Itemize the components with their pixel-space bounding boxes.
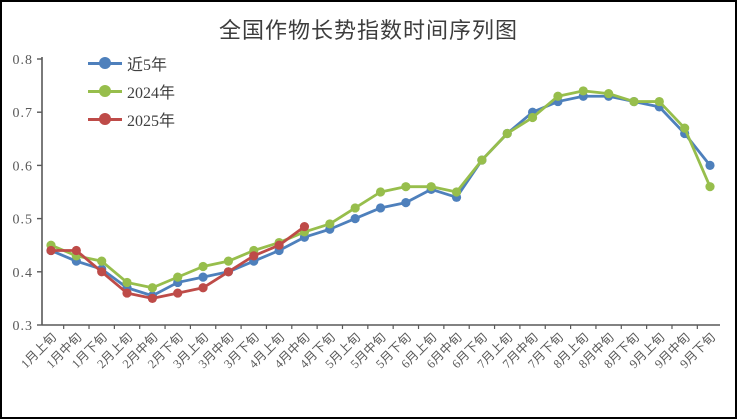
series-point-1 [527, 112, 538, 123]
series-point-2 [299, 221, 310, 232]
series-point-1 [401, 182, 411, 192]
series-point-1 [502, 128, 512, 139]
series-point-2 [198, 283, 208, 293]
series-point-1 [173, 272, 183, 282]
series-point-1 [198, 261, 208, 272]
series-point-2 [71, 245, 81, 256]
series-point-1 [578, 86, 588, 96]
y-axis-tick-label: 0.4 [13, 266, 34, 281]
legend-label: 2025年 [127, 113, 176, 130]
series-point-1 [705, 182, 715, 192]
legend-item-2024: 2024年 [88, 80, 175, 102]
series-point-1 [553, 91, 563, 101]
series-point-1 [654, 96, 664, 107]
y-axis-tick-label: 0.3 [13, 319, 34, 334]
series-point-0 [401, 198, 411, 208]
series-point-1 [350, 203, 360, 213]
series-point-2 [147, 293, 157, 303]
series-point-1 [629, 96, 639, 107]
series-point-2 [173, 288, 183, 298]
series-point-1 [426, 182, 436, 192]
legend: 近5年 2024年 2025年 [88, 52, 175, 130]
series-point-0 [198, 272, 208, 282]
line-dot-marker-icon [88, 52, 122, 74]
series-point-2 [122, 288, 132, 298]
series-point-1 [122, 277, 132, 288]
legend-label: 近5年 [127, 57, 168, 74]
series-point-2 [274, 240, 284, 250]
y-axis-tick-label: 0.5 [13, 213, 34, 228]
series-point-1 [451, 187, 462, 197]
line-dot-marker-icon [88, 108, 122, 130]
legend-item-recent5y: 近5年 [88, 52, 175, 74]
series-point-2 [223, 267, 234, 277]
y-axis-tick-label: 0.8 [13, 53, 34, 68]
series-point-1 [147, 283, 157, 293]
y-axis-tick-label: 0.6 [13, 159, 34, 174]
series-point-1 [680, 123, 690, 133]
series-point-0 [375, 203, 386, 213]
series-point-0 [350, 214, 360, 224]
legend-label: 2024年 [127, 85, 176, 102]
series-point-1 [477, 155, 487, 165]
chart-title: 全国作物长势指数时间序列图 [218, 18, 518, 43]
series-point-1 [375, 187, 386, 197]
series-point-0 [705, 160, 715, 170]
series-point-1 [223, 256, 234, 266]
series-point-1 [97, 256, 107, 266]
series-line-2 [49, 225, 306, 300]
y-axis-tick-label: 0.7 [13, 106, 34, 121]
series-point-1 [325, 219, 335, 229]
series-point-2 [249, 251, 259, 261]
series-point-1 [604, 88, 614, 99]
line-dot-marker-icon [88, 80, 122, 102]
legend-item-2025: 2025年 [88, 108, 175, 130]
series-point-2 [46, 245, 56, 256]
series-point-2 [97, 267, 107, 277]
